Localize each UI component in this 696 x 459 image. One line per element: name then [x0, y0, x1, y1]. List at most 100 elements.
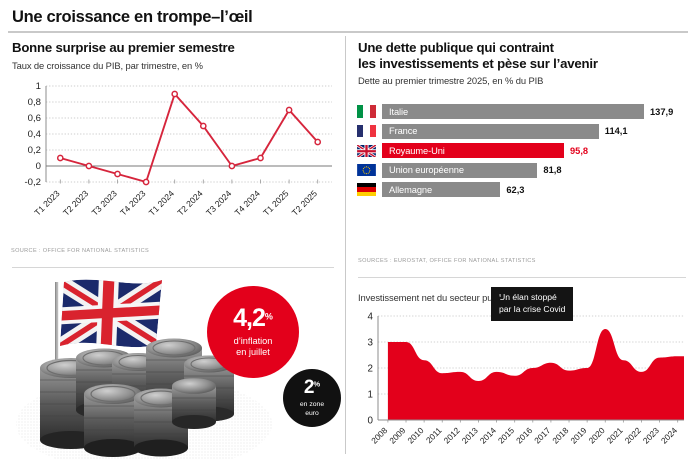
svg-text:4: 4 [368, 311, 374, 322]
inflation-badge: 4,2% d’inflation en juillet [207, 286, 299, 378]
line-chart-y-tick-labels: 1 0,8 0,6 0,4 0,2 0 -0,2 [24, 81, 41, 188]
svg-text:-0,2: -0,2 [24, 177, 41, 188]
debt-bar-value: 114,1 [604, 126, 628, 136]
coin-stack [172, 378, 216, 429]
eurozone-badge: 2% en zone euro [283, 369, 341, 427]
svg-text:1: 1 [368, 389, 373, 400]
right-panel-header: Une dette publique qui contraint les inv… [358, 40, 686, 86]
area-chart-subtitle: Investissement net du secteur public, en… [358, 292, 563, 303]
svg-text:2009: 2009 [387, 425, 407, 445]
svg-text:3: 3 [368, 337, 374, 348]
debt-bar-track: Allemagne 62,3 [382, 182, 687, 197]
svg-text:2014: 2014 [478, 425, 498, 445]
debt-bar-row: Italie 137,9 [357, 104, 687, 119]
svg-text:2013: 2013 [460, 425, 480, 445]
svg-text:0: 0 [36, 161, 41, 172]
debt-bar: France [382, 123, 599, 139]
area-chart-series [378, 329, 684, 420]
eurozone-badge-caption: en zone euro [300, 401, 324, 417]
svg-text:0: 0 [368, 415, 374, 426]
debt-bar-label: Allemagne [389, 184, 433, 195]
header-divider [8, 31, 688, 33]
area-chart-svg: 0 1 2 3 4 2008200920102011201220132014201520… [368, 311, 684, 446]
debt-bar-label: France [389, 126, 418, 136]
inflation-badge-value: 4,2 [233, 304, 266, 333]
debt-bar-track: Royaume-Uni 95,8 [382, 143, 687, 158]
svg-text:T2 2023: T2 2023 [61, 188, 91, 218]
line-chart-svg: 1 0,8 0,6 0,4 0,2 0 -0,2 T1 2023 T2 2023 T3 2023… [24, 81, 332, 218]
svg-text:2011: 2011 [424, 425, 444, 445]
gdp-growth-line-chart: 1 0,8 0,6 0,4 0,2 0 -0,2 T1 2023 T2 2023 T3 2023… [10, 80, 340, 245]
left-panel-title: Bonne surprise au premier semestre [12, 40, 235, 55]
line-chart-x-tick-labels: T1 2023 T2 2023 T3 2023 T4 2023 T1 2024 T2 20… [32, 179, 320, 218]
germany-flag [357, 183, 376, 196]
svg-text:2023: 2023 [641, 425, 661, 445]
svg-text:0,8: 0,8 [28, 97, 41, 108]
collage-svg [16, 279, 272, 459]
svg-text:2010: 2010 [405, 425, 425, 445]
eurozone-badge-caption-line2: euro [305, 409, 319, 417]
svg-text:T1 2023: T1 2023 [32, 188, 62, 218]
debt-bar-row: Allemagne 62,3 [357, 182, 687, 197]
line-chart-gridlines [46, 85, 332, 183]
right-panel-title-line2: les investissements et pèse sur l’avenir [358, 55, 598, 71]
inflation-badge-caption-line2: en juillet [236, 347, 270, 357]
inflation-badge-caption: d’inflation en juillet [234, 336, 273, 358]
covid-annotation-tooltip: Un élan stoppé par la crise Covid [491, 287, 574, 322]
svg-text:1: 1 [36, 81, 41, 92]
tooltip-line2: par la crise Covid [499, 303, 566, 314]
eurozone-badge-value-row: 2% [304, 378, 320, 398]
svg-text:T1 2024: T1 2024 [147, 188, 177, 218]
debt-bar-label: Italie [389, 106, 409, 117]
left-column: Bonne surprise au premier semestre Taux … [0, 36, 345, 459]
svg-text:2018: 2018 [550, 425, 570, 445]
svg-text:T2 2024: T2 2024 [175, 188, 205, 218]
svg-text:2022: 2022 [623, 425, 643, 445]
public-debt-bar-chart: Italie 137,9 France 114,1 Royaume-Uni 95,8 Uni… [357, 104, 687, 202]
right-panel-title: Une dette publique qui contraint les inv… [358, 40, 686, 71]
debt-bar: Allemagne [382, 182, 501, 197]
svg-text:T1 2025: T1 2025 [261, 188, 291, 218]
debt-bar-value: 62,3 [506, 184, 525, 195]
debt-bar-row: France 114,1 [357, 123, 687, 139]
eurozone-badge-caption-line1: en zone [299, 401, 325, 409]
svg-text:2016: 2016 [514, 425, 534, 445]
stacks-of-coins-photo [40, 338, 234, 457]
debt-bar-track: France 114,1 [382, 123, 687, 139]
debt-bar: Royaume-Uni [382, 143, 564, 158]
svg-text:2024: 2024 [659, 425, 679, 445]
svg-text:2021: 2021 [605, 425, 625, 445]
svg-text:2012: 2012 [442, 425, 462, 445]
svg-text:2015: 2015 [496, 425, 516, 445]
debt-bar-row: Royaume-Uni 95,8 [357, 143, 687, 158]
inflation-badge-unit: % [264, 311, 273, 322]
page-title: Une croissance en trompe–l’œil [12, 8, 253, 26]
european-union-flag [357, 164, 376, 177]
svg-text:T3 2023: T3 2023 [90, 188, 120, 218]
svg-text:0,6: 0,6 [28, 113, 41, 124]
column-divider [345, 36, 346, 454]
united-kingdom-flag [357, 144, 376, 157]
right-column: Une dette publique qui contraint les inv… [346, 36, 696, 456]
debt-bar-row: Union européenne 81,8 [357, 162, 687, 178]
inflation-badge-caption-line1: d’inflation [233, 336, 273, 347]
line-chart-series [59, 93, 319, 183]
inflation-badge-value-row: 4,2% [233, 306, 273, 331]
italy-flag [357, 105, 376, 118]
tooltip-pointer-icon [491, 291, 502, 305]
flag-pole [55, 282, 59, 374]
svg-text:T3 2024: T3 2024 [204, 188, 234, 218]
svg-text:0,4: 0,4 [28, 129, 42, 140]
right-section-divider [358, 277, 686, 278]
coin-stack [84, 384, 142, 457]
union-jack-flag [60, 279, 162, 348]
debt-bar-track: Union européenne 81,8 [382, 162, 687, 178]
svg-text:2020: 2020 [586, 425, 606, 445]
area-chart-x-tick-labels: 2008200920102011201220132014201520162017… [369, 420, 679, 446]
debt-bar-value: 137,9 [650, 106, 674, 117]
svg-text:2: 2 [368, 363, 373, 374]
coins-and-flag-illustration [6, 274, 340, 459]
svg-text:T2 2025: T2 2025 [290, 188, 320, 218]
right-panel-subtitle: Dette au premier trimestre 2025, en % du… [358, 75, 544, 87]
